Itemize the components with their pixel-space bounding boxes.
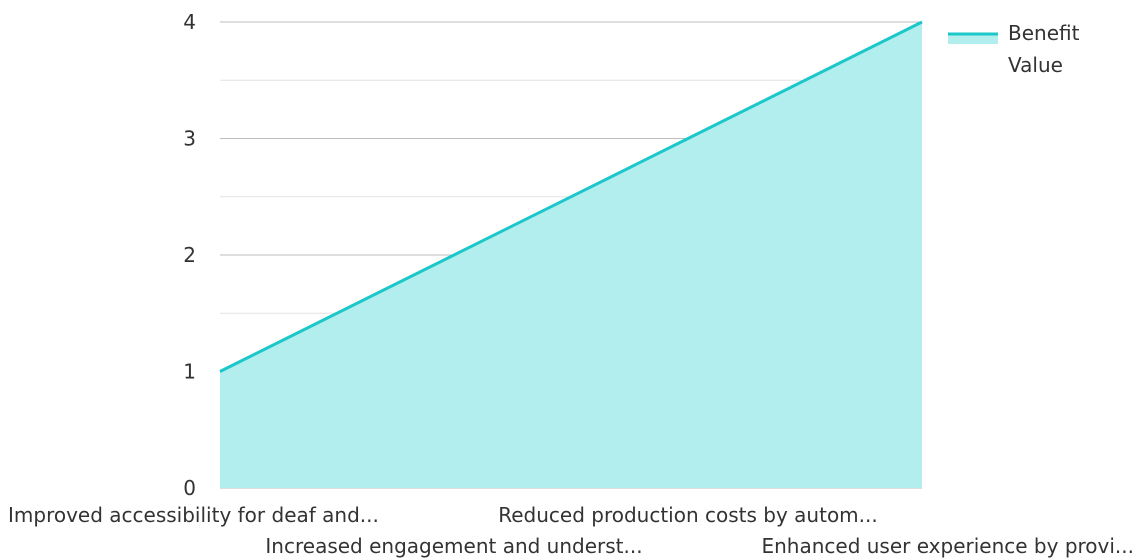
y-tick-label: 1 [183,360,196,384]
y-tick-label: 4 [183,10,196,34]
legend-label-line-1: Benefit [1008,21,1080,45]
y-tick-label: 2 [183,243,196,267]
series-area-benefit-value [220,22,922,488]
legend: Benefit Value [948,21,1080,77]
legend-label-line-2: Value [1008,53,1063,77]
y-axis-ticks: 0 1 2 3 4 [183,10,196,500]
x-tick-label: Increased engagement and underst... [265,534,642,558]
series-line-benefit-value [219,20,923,373]
y-tick-label: 0 [183,476,196,500]
x-tick-label: Reduced production costs by autom... [498,503,878,527]
x-axis-ticks: Improved accessibility for deaf and... In… [8,503,1134,558]
legend-swatch [948,34,998,44]
x-tick-label: Improved accessibility for deaf and... [8,503,379,527]
y-tick-label: 3 [183,127,196,151]
x-tick-label: Enhanced user experience by provi... [761,534,1134,558]
